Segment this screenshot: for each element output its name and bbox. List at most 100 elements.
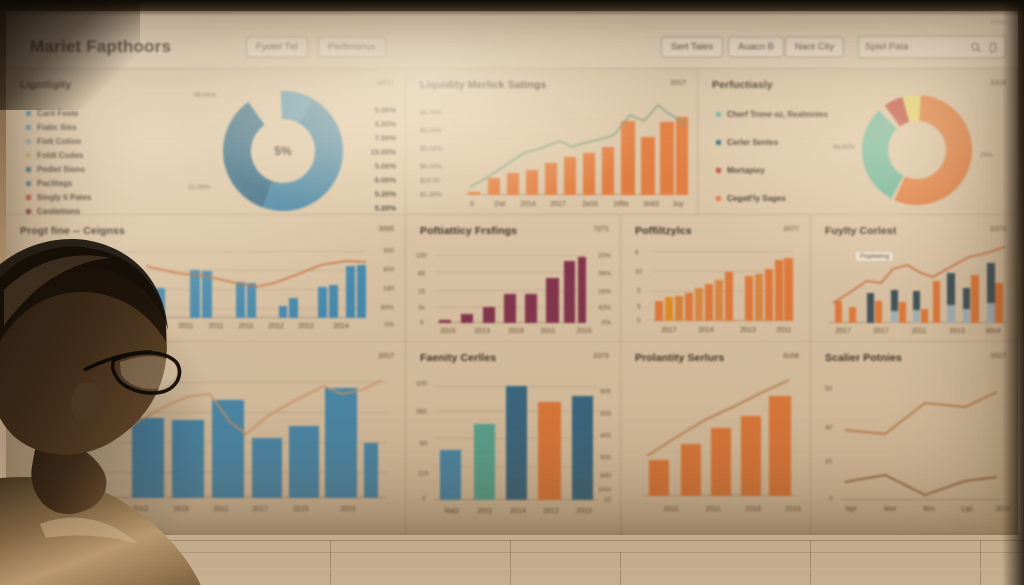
combo-chart[interactable] — [829, 245, 1007, 323]
x-tick: 2014 — [510, 508, 526, 515]
panel-title: Prolantity Serlurs — [635, 352, 725, 364]
panel-corner-value: 3027 — [990, 353, 1006, 360]
legend-swatch-icon — [26, 125, 31, 130]
tab-perfimsnus[interactable]: Perfimsnus — [318, 36, 386, 58]
panel-title: Liquidity Merlick Satings — [420, 79, 547, 91]
bar-chart[interactable] — [434, 376, 597, 500]
search-value: Spiel Pata — [865, 41, 909, 53]
panel-liquidity-donut[interactable]: Ligntligity 30/11 Carit Feste Fiatic Sie… — [6, 69, 406, 215]
x-tick: 2011 — [477, 508, 493, 515]
legend-item[interactable]: Paclitegs — [26, 179, 72, 188]
donut-callout: 56.00% — [194, 92, 217, 99]
y-tick: 0 — [829, 495, 833, 503]
legend-item[interactable]: Cherf Trone oz, Realmntes — [716, 110, 828, 119]
x-tick: Juy — [672, 201, 684, 208]
donut-chart[interactable]: 5% — [221, 89, 345, 213]
panel-portfolio-donut[interactable]: Perfuctiasly 2318 Cherf Trone oz, Realmn… — [698, 69, 1018, 215]
y-tick: 110 — [418, 470, 429, 478]
legend-swatch-icon — [26, 195, 31, 200]
panel-corner-value: 2017 — [378, 353, 394, 360]
legend-swatch-icon — [716, 196, 721, 201]
legend-swatch-icon — [716, 112, 721, 117]
legend-label: Fiatic Sies — [37, 123, 77, 132]
y-tick: $8.00% — [420, 109, 443, 117]
series-lines — [844, 391, 998, 496]
x-tick: 2013 — [949, 328, 965, 335]
x-tick: 3n43 — [643, 201, 659, 208]
legend-swatch-icon — [26, 181, 31, 186]
y-tick-right: 905 — [600, 388, 611, 396]
y-tick-right: 400 — [383, 266, 394, 274]
copy-icon[interactable] — [987, 41, 999, 53]
panel-scatter-potnies[interactable]: Scalier Potnies 3027 50 40 20 0 Npt Mot … — [811, 342, 1018, 535]
panel-title: Progt fine -- Ceignss — [20, 225, 125, 237]
legend-label: Cerler Senles — [727, 138, 779, 147]
action-auacn-b[interactable]: Auacn B — [728, 36, 784, 58]
panel-title: Scalier Potnies — [825, 352, 902, 364]
x-tick: 2013 — [740, 327, 756, 334]
line-chart[interactable] — [841, 376, 1001, 500]
panel-equity-context[interactable]: Fuylty Corlest 2373 Fisplweng — [811, 215, 1018, 342]
search-icon[interactable] — [970, 41, 982, 53]
y-tick: 40 — [825, 424, 833, 432]
panel-liquidity-market-settings[interactable]: Liquidity Merlick Satings 2017 $8.00% $6… — [406, 69, 698, 215]
combo-chart[interactable] — [643, 374, 795, 496]
y-tick: 100 — [416, 380, 427, 388]
legend-swatch-icon — [716, 168, 721, 173]
legend-value: 6.00% — [374, 175, 396, 185]
legend-label: Singly li Pates — [37, 193, 92, 202]
legend-item[interactable]: Foldt Codes — [26, 151, 83, 160]
y-tick: 5 — [637, 303, 641, 311]
legend-item[interactable]: Mortapiey — [716, 166, 765, 175]
x-tick: 2012 — [543, 508, 559, 515]
combo-chart[interactable] — [466, 95, 688, 195]
legend-value: 5.00% — [374, 119, 396, 129]
action-sert-tales[interactable]: Sert Tales — [661, 36, 724, 58]
legend-value: 7.50% — [374, 133, 396, 143]
y-tick: 0 — [637, 317, 641, 325]
legend-item[interactable]: Cenlietions — [26, 207, 80, 215]
legend-value: 5.00% — [374, 161, 396, 171]
bar-chart[interactable] — [653, 243, 793, 321]
action-nant-city[interactable]: Nant City — [785, 36, 845, 58]
x-tick: 2019 — [508, 328, 524, 335]
panel-profitability-findings[interactable]: Poftiatticy Frsfings 7271 100 85 15 3x 0… — [406, 215, 621, 342]
x-tick: Mni — [923, 506, 935, 513]
legend-item[interactable]: Fielt Cotion — [26, 137, 81, 146]
legend-value: 5.20% — [374, 189, 396, 199]
y-tick: 15 — [418, 288, 426, 296]
legend-item[interactable]: Cegatl'ly Sages — [716, 194, 786, 203]
x-tick: 2015 — [576, 328, 592, 335]
legend-label: Pedlet Sions — [37, 165, 86, 174]
y-tick-right: 500 — [600, 454, 611, 462]
x-tick: Mal2 — [444, 508, 460, 515]
y-tick: 50 — [825, 385, 833, 393]
dashboard-header: Mariet Fapthoors Fyotel Tld Perfimsnus S… — [6, 11, 1018, 69]
panel-corner-value: 2373 — [593, 353, 609, 360]
bar-chart[interactable] — [436, 245, 586, 323]
x-tick: Mot — [884, 506, 896, 513]
tab-fyotel-tld[interactable]: Fyotel Tld — [246, 36, 308, 58]
x-tick: 2015 — [440, 328, 456, 335]
panel-proximity-serlurs[interactable]: Prolantity Serlurs 0u56 2011 2011 2013 — [621, 342, 811, 535]
panel-profit-styles[interactable]: Poffiltzylcs 3077 6 10 5 5 0 — [621, 215, 811, 342]
x-tick: 2017 — [873, 328, 889, 335]
legend-item[interactable]: Cerler Senles — [716, 138, 778, 147]
search-input[interactable]: Spiel Pata — [858, 35, 1006, 59]
donut-chart[interactable] — [858, 91, 976, 209]
y-tick-right: 39% — [597, 270, 611, 278]
donut-callout: 25% — [980, 152, 994, 159]
y-tick-right: 0% — [384, 321, 394, 329]
page-title: Mariet Fapthoors — [30, 37, 172, 56]
legend-item[interactable]: Pedlet Sions — [26, 165, 85, 174]
legend-item[interactable]: Carit Feste — [26, 109, 78, 118]
legend-swatch-icon — [26, 153, 31, 158]
panel-faenity-cerlles[interactable]: Faenity Cerlles 2373 100 380 60 110 0 90… — [406, 342, 621, 535]
legend-swatch-icon — [26, 209, 31, 214]
legend-label: Mortapiey — [727, 166, 765, 175]
legend-item[interactable]: Singly li Pates — [26, 193, 91, 202]
x-tick: 2013 — [745, 506, 761, 513]
x-tick: 2014 — [698, 327, 714, 334]
legend-item[interactable]: Fiatic Sies — [26, 123, 77, 132]
trend-line — [469, 103, 687, 188]
